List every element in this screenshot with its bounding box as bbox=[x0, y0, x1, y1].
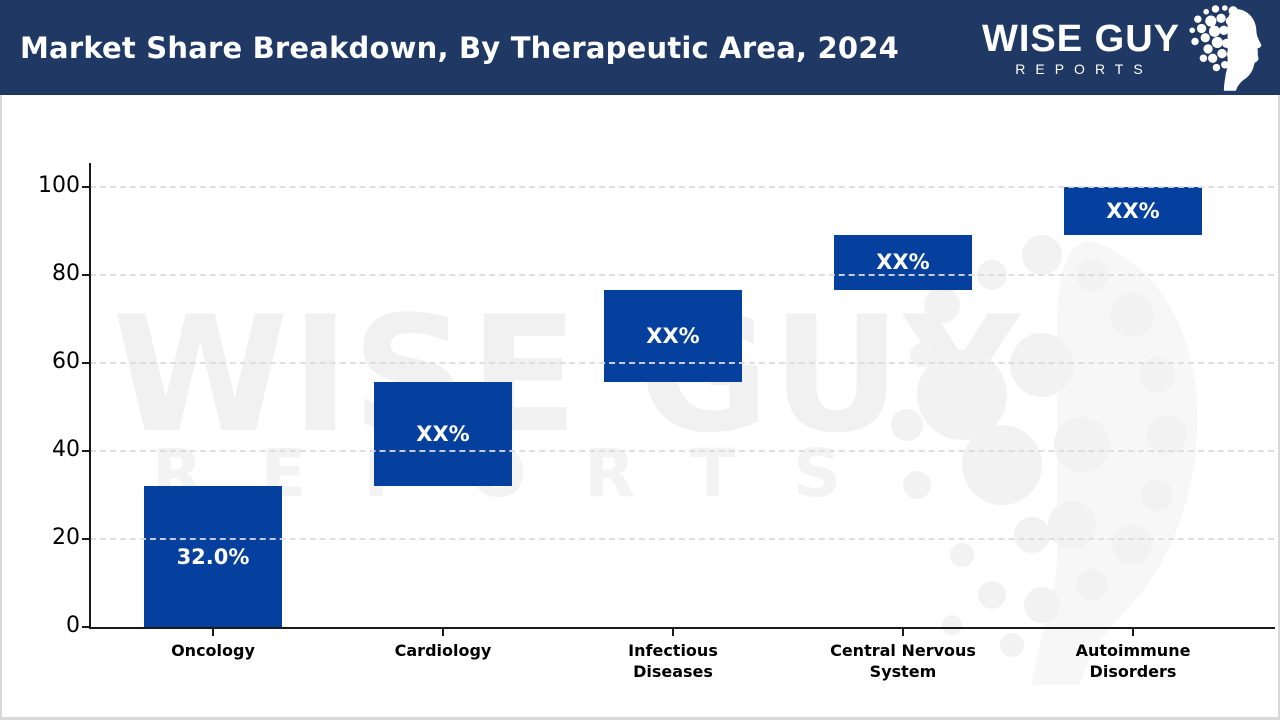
bar-central-nervous-system: XX% bbox=[834, 234, 972, 290]
x-category-label-1: Cardiology bbox=[343, 641, 543, 662]
x-tick-mark-4 bbox=[1132, 629, 1134, 636]
bar-value-label: XX% bbox=[1106, 198, 1160, 223]
gridline-60 bbox=[90, 362, 1274, 364]
plot-area: 0 20 40 60 80 100 32.0% Oncology XX% Cardiology XX… bbox=[2, 95, 1280, 720]
y-axis-line bbox=[89, 163, 91, 628]
bar-autoimmune-disorders: XX% bbox=[1064, 187, 1202, 235]
x-category-label-line: Diseases bbox=[633, 661, 713, 681]
gridline-80 bbox=[90, 274, 1274, 276]
x-tick-mark-3 bbox=[902, 629, 904, 636]
x-category-label-0: Oncology bbox=[113, 641, 313, 662]
x-tick-mark-0 bbox=[212, 629, 214, 636]
y-tick-label-80: 80 bbox=[52, 261, 80, 286]
y-tick-label-0: 0 bbox=[66, 613, 80, 638]
x-category-label-line: Autoimmune bbox=[1075, 641, 1191, 660]
x-category-label-line: Central Nervous bbox=[830, 641, 976, 660]
x-category-label-line: System bbox=[869, 661, 937, 681]
y-tick-mark-40 bbox=[82, 450, 89, 452]
bar-value-label: XX% bbox=[416, 422, 470, 447]
y-tick-mark-60 bbox=[82, 362, 89, 364]
bar-value-label: XX% bbox=[876, 250, 930, 275]
y-tick-label-40: 40 bbox=[52, 437, 80, 462]
bar-infectious-diseases: XX% bbox=[604, 289, 742, 382]
x-tick-mark-1 bbox=[442, 629, 444, 636]
wiseguy-logo-name: WISE GUY bbox=[981, 17, 1180, 60]
chart-panel: WISE GUY REPORTS 0 20 40 60 80 100 32.0% Oncolo… bbox=[0, 95, 1280, 720]
y-tick-label-60: 60 bbox=[52, 349, 80, 374]
x-category-label-line: Oncology bbox=[171, 641, 255, 660]
wiseguy-logo-text: WISE GUY REPORTS bbox=[982, 20, 1180, 76]
bar-value-label: XX% bbox=[646, 323, 700, 348]
y-tick-label-20: 20 bbox=[52, 525, 80, 550]
x-axis-line bbox=[89, 627, 1275, 629]
header-bar: Market Share Breakdown, By Therapeutic A… bbox=[0, 0, 1280, 95]
x-category-label-3: Central Nervous System bbox=[803, 641, 1003, 683]
bar-oncology: 32.0% bbox=[144, 486, 282, 627]
y-tick-mark-0 bbox=[82, 626, 89, 628]
y-tick-label-100: 100 bbox=[38, 173, 80, 198]
y-tick-mark-20 bbox=[82, 538, 89, 540]
x-category-label-4: Autoimmune Disorders bbox=[1033, 641, 1233, 683]
y-tick-mark-80 bbox=[82, 274, 89, 276]
wiseguy-face-icon bbox=[1189, 4, 1262, 91]
page-title: Market Share Breakdown, By Therapeutic A… bbox=[20, 30, 900, 65]
x-category-label-line: Infectious bbox=[628, 641, 718, 660]
wiseguy-logo: WISE GUY REPORTS bbox=[982, 4, 1262, 91]
y-tick-mark-100 bbox=[82, 186, 89, 188]
x-category-label-2: Infectious Diseases bbox=[573, 641, 773, 683]
x-category-label-line: Disorders bbox=[1089, 661, 1177, 681]
gridline-20 bbox=[90, 538, 1274, 540]
bar-value-label: 32.0% bbox=[176, 544, 250, 569]
gridline-100 bbox=[90, 186, 1274, 188]
gridline-40 bbox=[90, 450, 1274, 452]
x-tick-mark-2 bbox=[672, 629, 674, 636]
wiseguy-logo-subtitle: REPORTS bbox=[1015, 60, 1153, 77]
x-category-label-line: Cardiology bbox=[394, 641, 492, 660]
bar-cardiology: XX% bbox=[374, 381, 512, 487]
